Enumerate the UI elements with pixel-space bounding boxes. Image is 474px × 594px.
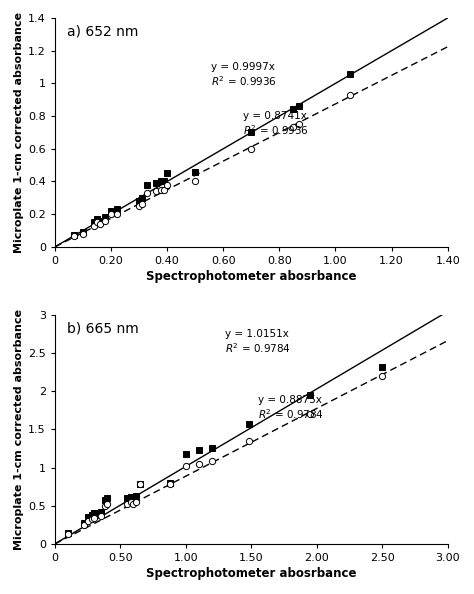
Text: a) 652 nm: a) 652 nm [67,25,138,39]
X-axis label: Spectrophotometer abosrbance: Spectrophotometer abosrbance [146,270,356,283]
X-axis label: Spectrophotometer abosrbance: Spectrophotometer abosrbance [146,567,356,580]
Text: b) 665 nm: b) 665 nm [67,322,138,336]
Y-axis label: Microplate 1-cm corrected absorbance: Microplate 1-cm corrected absorbance [14,12,24,253]
Y-axis label: Microplate 1-cm corrected absorbance: Microplate 1-cm corrected absorbance [14,309,24,550]
Text: y = 0.8875x
$R^2$ = 0.9784: y = 0.8875x $R^2$ = 0.9784 [258,395,324,421]
Text: y = 0.9997x
$R^2$ = 0.9936: y = 0.9997x $R^2$ = 0.9936 [210,62,276,89]
Text: y = 1.0151x
$R^2$ = 0.9784: y = 1.0151x $R^2$ = 0.9784 [225,328,291,355]
Text: y = 0.8741x
$R^2$ = 0.9936: y = 0.8741x $R^2$ = 0.9936 [243,111,309,137]
